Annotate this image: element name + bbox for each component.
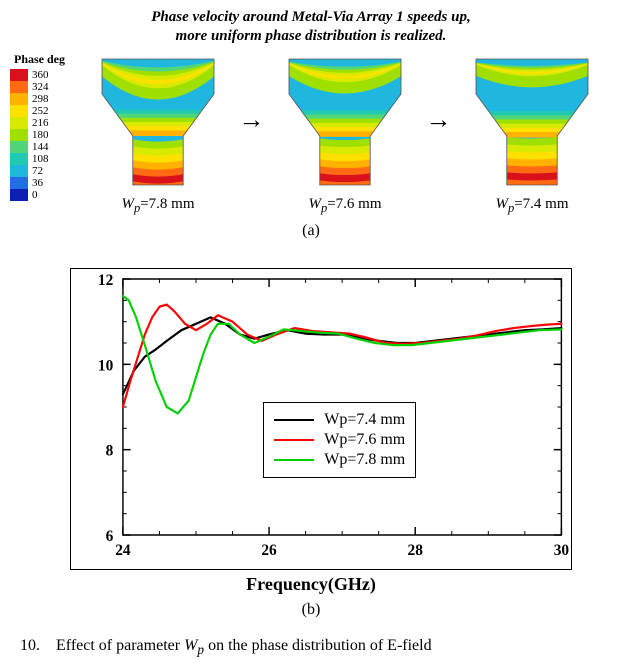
svg-text:10: 10 <box>98 357 114 374</box>
panel-a: Phase velocity around Metal-Via Array 1 … <box>10 8 612 258</box>
panel-a-row: Phase deg 36032429825221618014410872360 … <box>10 52 612 216</box>
caption-number: 10. <box>20 637 40 654</box>
horn-row: Wp=7.8 mm → Wp=7.6 mm → Wp=7.4 mm <box>88 52 612 216</box>
horn-label: Wp=7.6 mm <box>308 196 381 216</box>
colorbar-swatch <box>10 105 28 117</box>
arrow-icon: → <box>426 105 452 135</box>
legend-line <box>274 419 314 421</box>
colorbar-swatch <box>10 93 28 105</box>
colorbar-title: Phase deg <box>10 52 88 69</box>
x-axis-label: Frequency(GHz) <box>20 574 602 595</box>
svg-text:30: 30 <box>554 542 570 559</box>
legend-item: Wp=7.4 mm <box>274 411 405 429</box>
panel-b: Realized Gain(dBi) 24262830681012 Wp=7.4… <box>10 258 612 619</box>
caption-text-1: Effect of parameter <box>56 637 184 654</box>
colorbar-swatch <box>10 189 28 201</box>
caption-param-sub: p <box>197 642 204 657</box>
panel-a-sublabel: (a) <box>10 222 612 240</box>
svg-text:12: 12 <box>98 272 114 289</box>
colorbar-swatch <box>10 81 28 93</box>
horn-1: Wp=7.8 mm <box>88 52 228 216</box>
legend-label: Wp=7.8 mm <box>324 451 405 469</box>
caption-param: W <box>184 637 197 654</box>
figure-caption: 10. Effect of parameter Wp on the phase … <box>10 619 612 662</box>
caption-text-2: on the phase distribution of E-field <box>208 637 432 654</box>
colorbar-body: 36032429825221618014410872360 <box>10 69 88 201</box>
panel-a-caption: Phase velocity around Metal-Via Array 1 … <box>10 8 612 46</box>
colorbar-swatch <box>10 177 28 189</box>
colorbar-swatch <box>10 165 28 177</box>
svg-text:28: 28 <box>408 542 424 559</box>
horn-3: Wp=7.4 mm <box>462 52 602 216</box>
colorbar-labels: 36032429825221618014410872360 <box>32 69 49 201</box>
colorbar-swatch <box>10 141 28 153</box>
legend-label: Wp=7.6 mm <box>324 431 405 449</box>
legend-label: Wp=7.4 mm <box>324 411 405 429</box>
colorbar-tick-label: 144 <box>32 141 49 153</box>
legend-item: Wp=7.8 mm <box>274 451 405 469</box>
colorbar-tick-label: 180 <box>32 129 49 141</box>
svg-text:24: 24 <box>115 542 131 559</box>
colorbar-tick-label: 72 <box>32 165 49 177</box>
colorbar-tick-label: 0 <box>32 189 49 201</box>
svg-text:6: 6 <box>106 528 114 545</box>
colorbar-tick-label: 324 <box>32 81 49 93</box>
colorbar-swatch <box>10 129 28 141</box>
arrow-icon: → <box>239 105 265 135</box>
caption-line-2: more uniform phase distribution is reali… <box>176 28 447 44</box>
colorbar-swatch <box>10 153 28 165</box>
caption-line-1: Phase velocity around Metal-Via Array 1 … <box>151 9 470 25</box>
svg-text:26: 26 <box>261 542 277 559</box>
figure: Phase velocity around Metal-Via Array 1 … <box>0 0 622 662</box>
colorbar-tick-label: 108 <box>32 153 49 165</box>
colorbar-tick-label: 36 <box>32 177 49 189</box>
chart-frame: 24 26 28 30 6 8 10 12 Wp=7.4 mm Wp=7.6 mm Wp=7.8 … <box>70 268 572 570</box>
legend: Wp=7.4 mm Wp=7.6 mm Wp=7.8 mm <box>263 402 416 478</box>
colorbar-swatch <box>10 69 28 81</box>
svg-text:8: 8 <box>106 442 114 459</box>
colorbar-tick-label: 298 <box>32 93 49 105</box>
colorbar-tick-label: 360 <box>32 69 49 81</box>
colorbar-tick-label: 252 <box>32 105 49 117</box>
horn-label: Wp=7.4 mm <box>495 196 568 216</box>
horn-label: Wp=7.8 mm <box>121 196 194 216</box>
colorbar-swatches <box>10 69 28 201</box>
colorbar: Phase deg 36032429825221618014410872360 <box>10 52 88 201</box>
colorbar-swatch <box>10 117 28 129</box>
legend-line <box>274 439 314 441</box>
panel-b-sublabel: (b) <box>20 601 602 619</box>
horn-2: Wp=7.6 mm <box>275 52 415 216</box>
legend-line <box>274 459 314 461</box>
legend-item: Wp=7.6 mm <box>274 431 405 449</box>
colorbar-tick-label: 216 <box>32 117 49 129</box>
